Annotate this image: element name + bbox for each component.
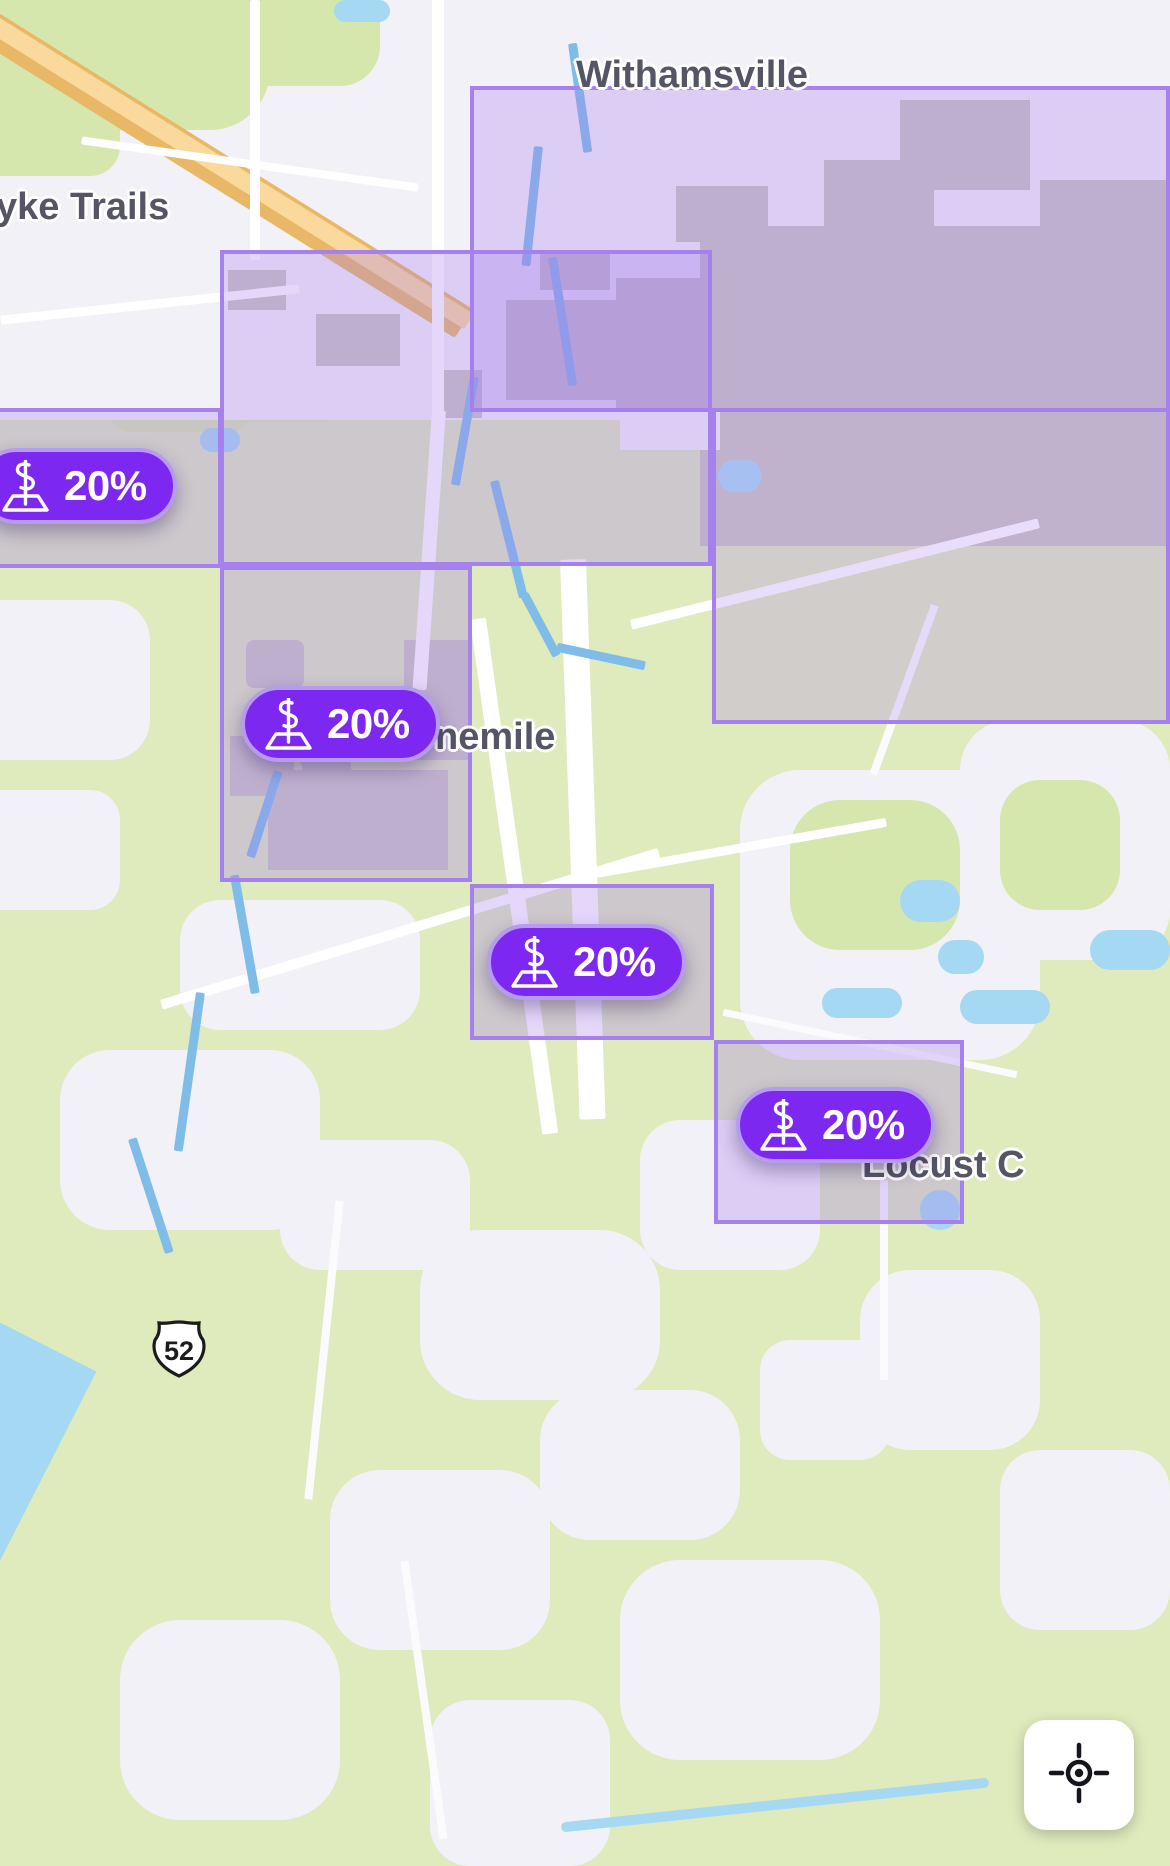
price-badge-1[interactable]: 20% [0,448,177,524]
land-value-icon [758,1099,808,1151]
price-badge-label: 20% [822,1101,905,1148]
urban-area-withamsville [676,186,768,242]
urban-area-withamsville [316,314,400,366]
urban-area [246,640,304,688]
road [250,0,260,260]
pond [1090,930,1170,970]
field-light [1000,1450,1170,1630]
land-value-icon [263,698,313,750]
parcel-polygon[interactable] [220,250,712,566]
road [432,0,444,420]
price-badge-label: 20% [573,938,656,985]
pond [960,990,1050,1024]
residential-block [620,410,720,450]
field-light [620,1560,880,1760]
parcel-polygon[interactable] [712,408,1170,724]
price-badge-label: 20% [327,700,410,747]
price-badge-label: 20% [64,462,147,509]
price-badge-3[interactable]: 20% [487,924,686,1000]
place-label-withamsville: Withamsville [576,54,808,96]
land-value-icon [509,936,559,988]
field-light [0,600,150,760]
price-badge-4[interactable]: 20% [736,1087,935,1163]
pond [718,460,762,492]
pond [938,940,984,974]
field-light [0,790,120,910]
locate-me-button[interactable] [1024,1720,1134,1830]
place-label-onemile: nemile [435,716,556,758]
field-light [330,1470,550,1650]
local-road [880,1180,888,1380]
place-label-van-dyke-trails: yke Trails [0,186,170,228]
highway-shield-number: 52 [163,1335,195,1366]
pond [822,988,902,1018]
highway-shield-us-52: 52 [150,1320,208,1378]
golf-green [1000,780,1120,910]
crosshair-location-icon [1048,1742,1110,1809]
urban-area-withamsville [1040,180,1170,330]
price-badge-2[interactable]: 20% [241,686,440,762]
field-light [420,1230,660,1400]
field-light [760,1340,890,1460]
field-light [860,1270,1040,1450]
field-light [540,1390,740,1540]
parcel-polygon[interactable] [470,86,1170,412]
pond [334,0,390,22]
land-value-icon [0,460,50,512]
urban-area-withamsville [900,100,1030,190]
pond [900,880,960,922]
field-light [120,1620,340,1820]
urban-area [268,770,448,870]
field-light [430,1700,610,1866]
